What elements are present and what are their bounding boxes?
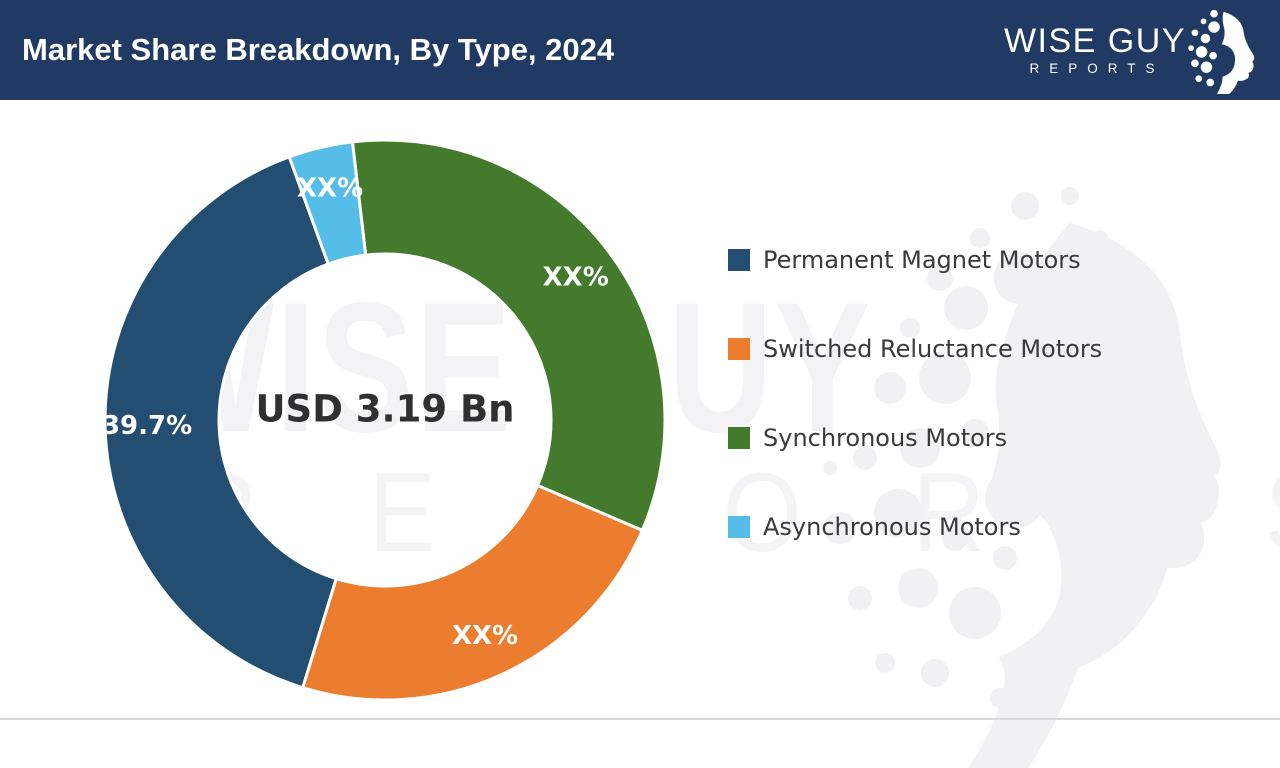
- pie-slice-1: [301, 483, 644, 702]
- wise-guy-logo: WISE GUY REPORTS: [1004, 6, 1258, 94]
- legend-label: Asynchronous Motors: [763, 513, 1021, 541]
- bottom-border: [0, 718, 1280, 720]
- legend-label: Permanent Magnet Motors: [763, 246, 1081, 274]
- pie-slice-0: [103, 155, 338, 690]
- chart-legend: Permanent Magnet Motors Switched Reluctan…: [728, 246, 1103, 605]
- header-bar: Market Share Breakdown, By Type, 2024 WI…: [0, 0, 1280, 100]
- legend-swatch: [728, 516, 750, 538]
- logo-subtext: REPORTS: [1029, 61, 1165, 76]
- slice-percentage-label: XX%: [297, 173, 363, 203]
- legend-item-3: Asynchronous Motors: [728, 513, 1102, 541]
- donut-center-value: USD 3.19 Bn: [256, 388, 515, 431]
- logo-face-icon: [1188, 9, 1255, 94]
- legend-swatch: [728, 338, 750, 360]
- legend-item-0: Permanent Magnet Motors: [728, 246, 1102, 274]
- face-watermark: [823, 187, 1221, 768]
- legend-item-1: Switched Reluctance Motors: [728, 335, 1103, 363]
- legend-swatch: [728, 249, 750, 271]
- logo-wordmark: WISE GUY: [1003, 22, 1186, 60]
- pie-slice-3: [287, 140, 368, 266]
- page-title: Market Share Breakdown, By Type, 2024: [22, 32, 615, 67]
- legend-item-2: Synchronous Motors: [728, 424, 1102, 452]
- legend-label: Synchronous Motors: [763, 424, 1008, 452]
- slice-percentage-label: 39.7%: [102, 411, 192, 441]
- slice-percentage-label: XX%: [452, 621, 518, 651]
- slice-percentage-label: XX%: [543, 263, 609, 293]
- pie-slice-2: [350, 138, 667, 532]
- legend-swatch: [728, 427, 750, 449]
- legend-label: Switched Reluctance Motors: [763, 335, 1103, 363]
- donut-chart: 39.7% XX% XX% XX% USD 3.19 Bn: [102, 138, 667, 702]
